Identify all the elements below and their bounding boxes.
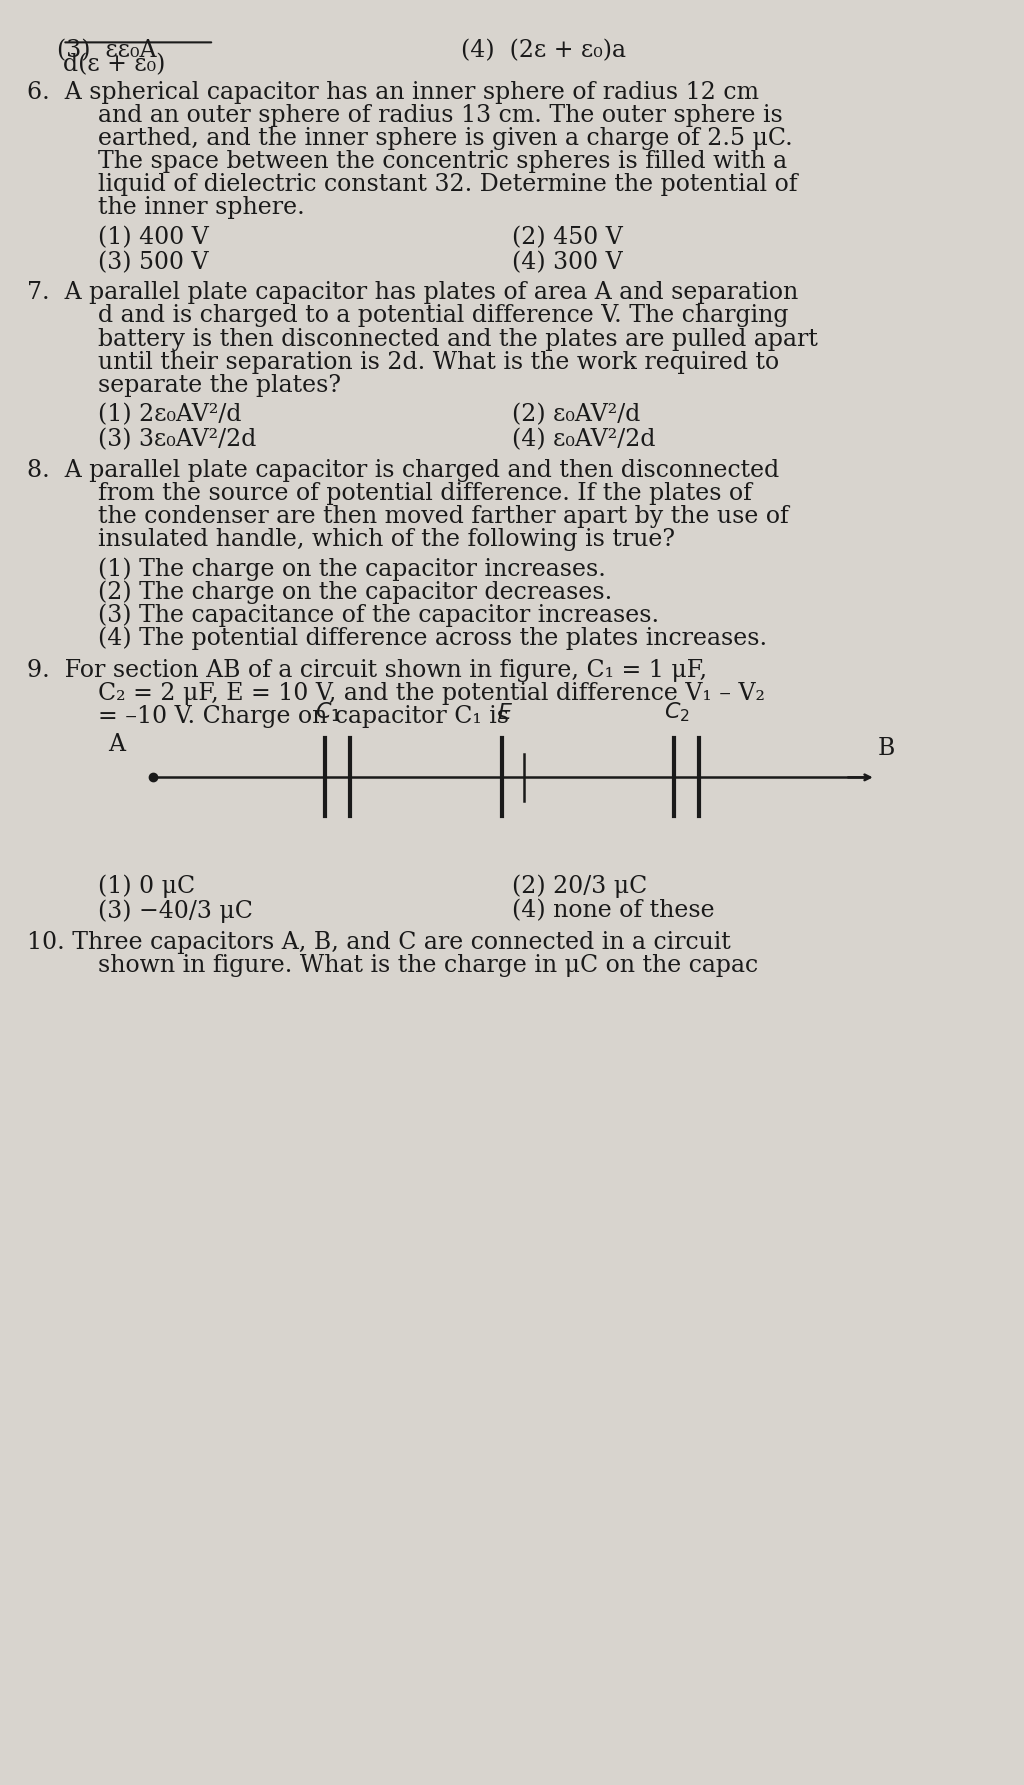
Text: until their separation is 2d. What is the work required to: until their separation is 2d. What is th…	[98, 350, 779, 373]
Text: and an outer sphere of radius 13 cm. The outer sphere is: and an outer sphere of radius 13 cm. The…	[98, 104, 782, 127]
Text: d and is charged to a potential difference V. The charging: d and is charged to a potential differen…	[98, 305, 788, 327]
Text: from the source of potential difference. If the plates of: from the source of potential difference.…	[98, 482, 752, 505]
Text: earthed, and the inner sphere is given a charge of 2.5 μC.: earthed, and the inner sphere is given a…	[98, 127, 793, 150]
Text: the condenser are then moved farther apart by the use of: the condenser are then moved farther apa…	[98, 505, 788, 528]
Text: $C_2$: $C_2$	[664, 702, 689, 725]
Text: 7.  A parallel plate capacitor has plates of area A and separation: 7. A parallel plate capacitor has plates…	[28, 282, 799, 305]
Text: (4) ε₀AV²/2d: (4) ε₀AV²/2d	[512, 428, 655, 452]
Text: separate the plates?: separate the plates?	[98, 373, 341, 396]
Text: (2) The charge on the capacitor decreases.: (2) The charge on the capacitor decrease…	[98, 580, 612, 605]
Text: (2) ε₀AV²/d: (2) ε₀AV²/d	[512, 403, 640, 427]
Text: liquid of dielectric constant 32. Determine the potential of: liquid of dielectric constant 32. Determ…	[98, 173, 798, 196]
Text: (3) −40/3 μC: (3) −40/3 μC	[98, 900, 253, 923]
Text: (3) 500 V: (3) 500 V	[98, 252, 208, 275]
Text: (3) 3ε₀AV²/2d: (3) 3ε₀AV²/2d	[98, 428, 256, 452]
Text: shown in figure. What is the charge in μC on the capac: shown in figure. What is the charge in μ…	[98, 955, 758, 978]
Text: (4)  (2ε + ε₀)a: (4) (2ε + ε₀)a	[462, 39, 627, 62]
Text: (4) 300 V: (4) 300 V	[512, 252, 623, 275]
Text: (3) The capacitance of the capacitor increases.: (3) The capacitance of the capacitor inc…	[98, 603, 659, 627]
Text: the inner sphere.: the inner sphere.	[98, 196, 304, 220]
Text: A: A	[108, 734, 125, 757]
Text: insulated handle, which of the following is true?: insulated handle, which of the following…	[98, 528, 675, 550]
Text: (2) 450 V: (2) 450 V	[512, 227, 623, 250]
Text: (1) 400 V: (1) 400 V	[98, 227, 209, 250]
Text: (1) The charge on the capacitor increases.: (1) The charge on the capacitor increase…	[98, 557, 606, 582]
Text: 10. Three capacitors A, B, and C are connected in a circuit: 10. Three capacitors A, B, and C are con…	[28, 932, 731, 955]
Text: (2) 20/3 μC: (2) 20/3 μC	[512, 875, 647, 898]
Text: $E$: $E$	[497, 702, 513, 725]
Text: (3)  εε₀A: (3) εε₀A	[57, 39, 157, 62]
Text: 8.  A parallel plate capacitor is charged and then disconnected: 8. A parallel plate capacitor is charged…	[28, 459, 779, 482]
Text: C₂ = 2 μF, E = 10 V, and the potential difference V₁ – V₂: C₂ = 2 μF, E = 10 V, and the potential d…	[98, 682, 765, 705]
Text: (4) The potential difference across the plates increases.: (4) The potential difference across the …	[98, 627, 767, 650]
Text: (1) 0 μC: (1) 0 μC	[98, 875, 195, 898]
Text: B: B	[878, 737, 895, 760]
Text: battery is then disconnected and the plates are pulled apart: battery is then disconnected and the pla…	[98, 327, 818, 350]
Text: $C_1$: $C_1$	[315, 702, 341, 725]
Text: (4) none of these: (4) none of these	[512, 900, 715, 923]
Text: 9.  For section AB of a circuit shown in figure, C₁ = 1 μF,: 9. For section AB of a circuit shown in …	[28, 659, 708, 682]
Text: = –10 V. Charge on capacitor C₁ is: = –10 V. Charge on capacitor C₁ is	[98, 705, 509, 728]
Text: 6.  A spherical capacitor has an inner sphere of radius 12 cm: 6. A spherical capacitor has an inner sp…	[28, 82, 759, 104]
Text: d(ε + ε₀): d(ε + ε₀)	[62, 54, 165, 77]
Text: The space between the concentric spheres is filled with a: The space between the concentric spheres…	[98, 150, 787, 173]
Text: (1) 2ε₀AV²/d: (1) 2ε₀AV²/d	[98, 403, 242, 427]
